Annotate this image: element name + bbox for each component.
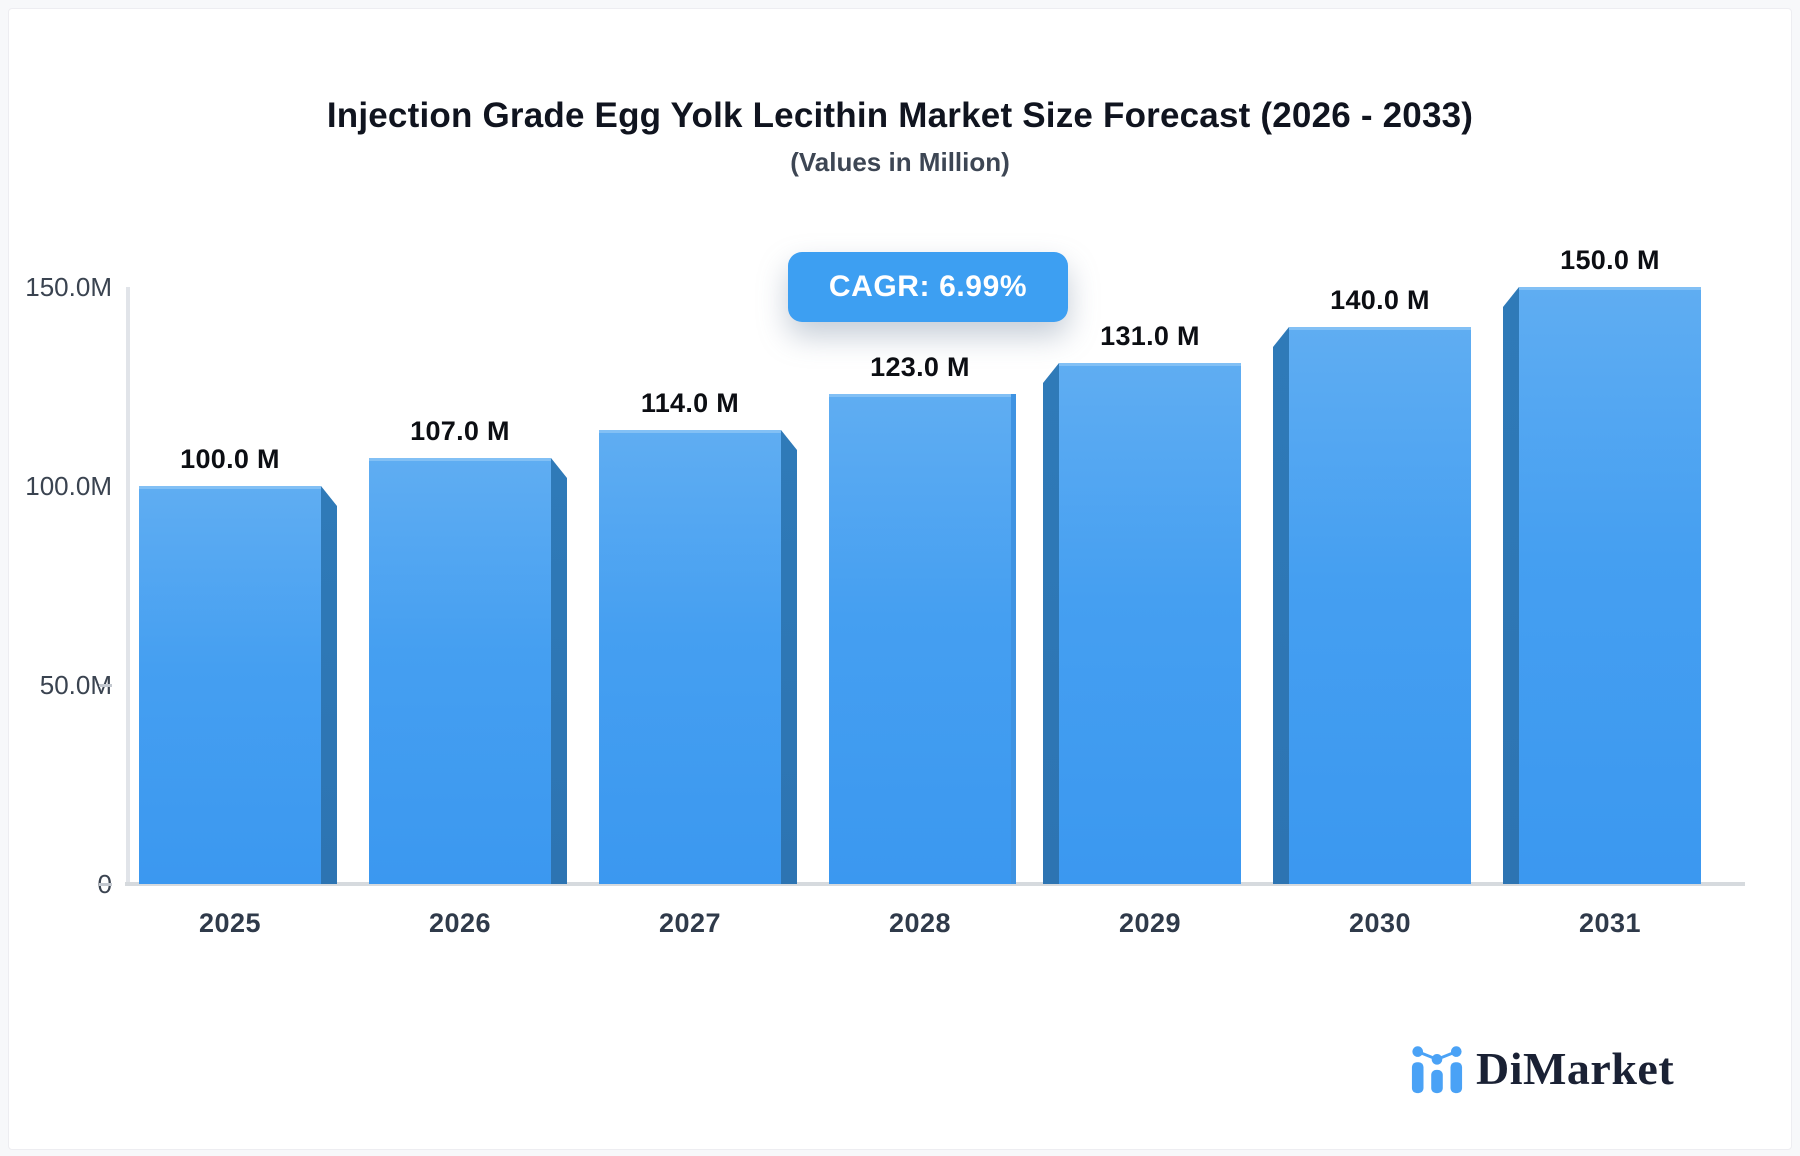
- bar-value-label: 131.0 M: [1100, 321, 1200, 351]
- x-axis-tick-label: 2031: [1578, 908, 1642, 938]
- y-axis-tick-label: 0: [0, 868, 112, 900]
- bar-value-label: 100.0 M: [180, 444, 280, 474]
- x-axis-tick-label: 2030: [1348, 908, 1412, 938]
- bar-3d-edge: [551, 458, 567, 884]
- x-axis-baseline: [125, 882, 1745, 886]
- bar-value-label: 114.0 M: [640, 388, 740, 418]
- bar-2026: [369, 458, 551, 884]
- chart-title: Injection Grade Egg Yolk Lecithin Market…: [326, 96, 1474, 135]
- bar-2031: [1519, 287, 1701, 884]
- bar-3d-edge: [1043, 363, 1059, 884]
- bar-value-label: 107.0 M: [410, 416, 510, 446]
- x-axis-tick-label: 2025: [198, 908, 262, 938]
- bar-3d-edge: [1011, 394, 1016, 884]
- y-axis-tick-label: 50.0M: [39, 670, 112, 700]
- x-axis-tick-label: 2027: [658, 908, 722, 938]
- bar-value-label: 123.0 M: [870, 352, 970, 382]
- bar-2030: [1289, 327, 1471, 884]
- x-axis-tick-label: 2028: [888, 908, 952, 938]
- bar-2025: [139, 486, 321, 884]
- x-axis-tick-label: 2026: [428, 908, 492, 938]
- bar-3d-edge: [321, 486, 337, 884]
- brand-logo: DiMarket: [1410, 1038, 1674, 1098]
- y-axis-line: [126, 287, 130, 886]
- cagr-badge: CAGR: 6.99%: [788, 252, 1068, 322]
- bar-2029: [1059, 363, 1241, 884]
- x-axis-tick-label: 2029: [1118, 908, 1182, 938]
- bar-3d-edge: [1273, 327, 1289, 884]
- y-axis-tick-label: 150.0M: [25, 272, 112, 302]
- chart-subtitle: (Values in Million): [790, 147, 1010, 177]
- y-axis-tick-mark: [99, 684, 112, 687]
- y-axis-tick-label: 100.0M: [25, 471, 112, 501]
- bar-3d-edge: [781, 430, 797, 884]
- bar-value-label: 150.0 M: [1560, 245, 1660, 275]
- brand-name: DiMarket: [1476, 1042, 1675, 1094]
- bar-3d-edge: [1503, 287, 1519, 884]
- bar-chart-logo-icon: [1411, 1046, 1463, 1094]
- bar-value-label: 140.0 M: [1330, 285, 1430, 315]
- y-axis-tick-mark: [99, 883, 112, 886]
- bar-2028: [829, 394, 1011, 884]
- bar-2027: [599, 430, 781, 884]
